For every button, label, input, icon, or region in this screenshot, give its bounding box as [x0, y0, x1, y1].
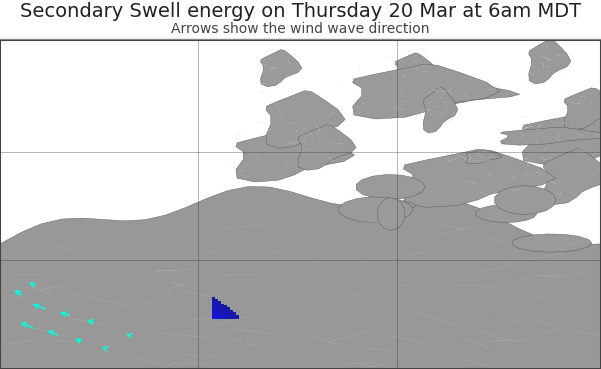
Text: Secondary Swell energy on Thursday 20 Mar at 6am MDT: Secondary Swell energy on Thursday 20 Ma… — [20, 1, 581, 21]
Text: Arrows show the wind wave direction: Arrows show the wind wave direction — [171, 22, 430, 36]
